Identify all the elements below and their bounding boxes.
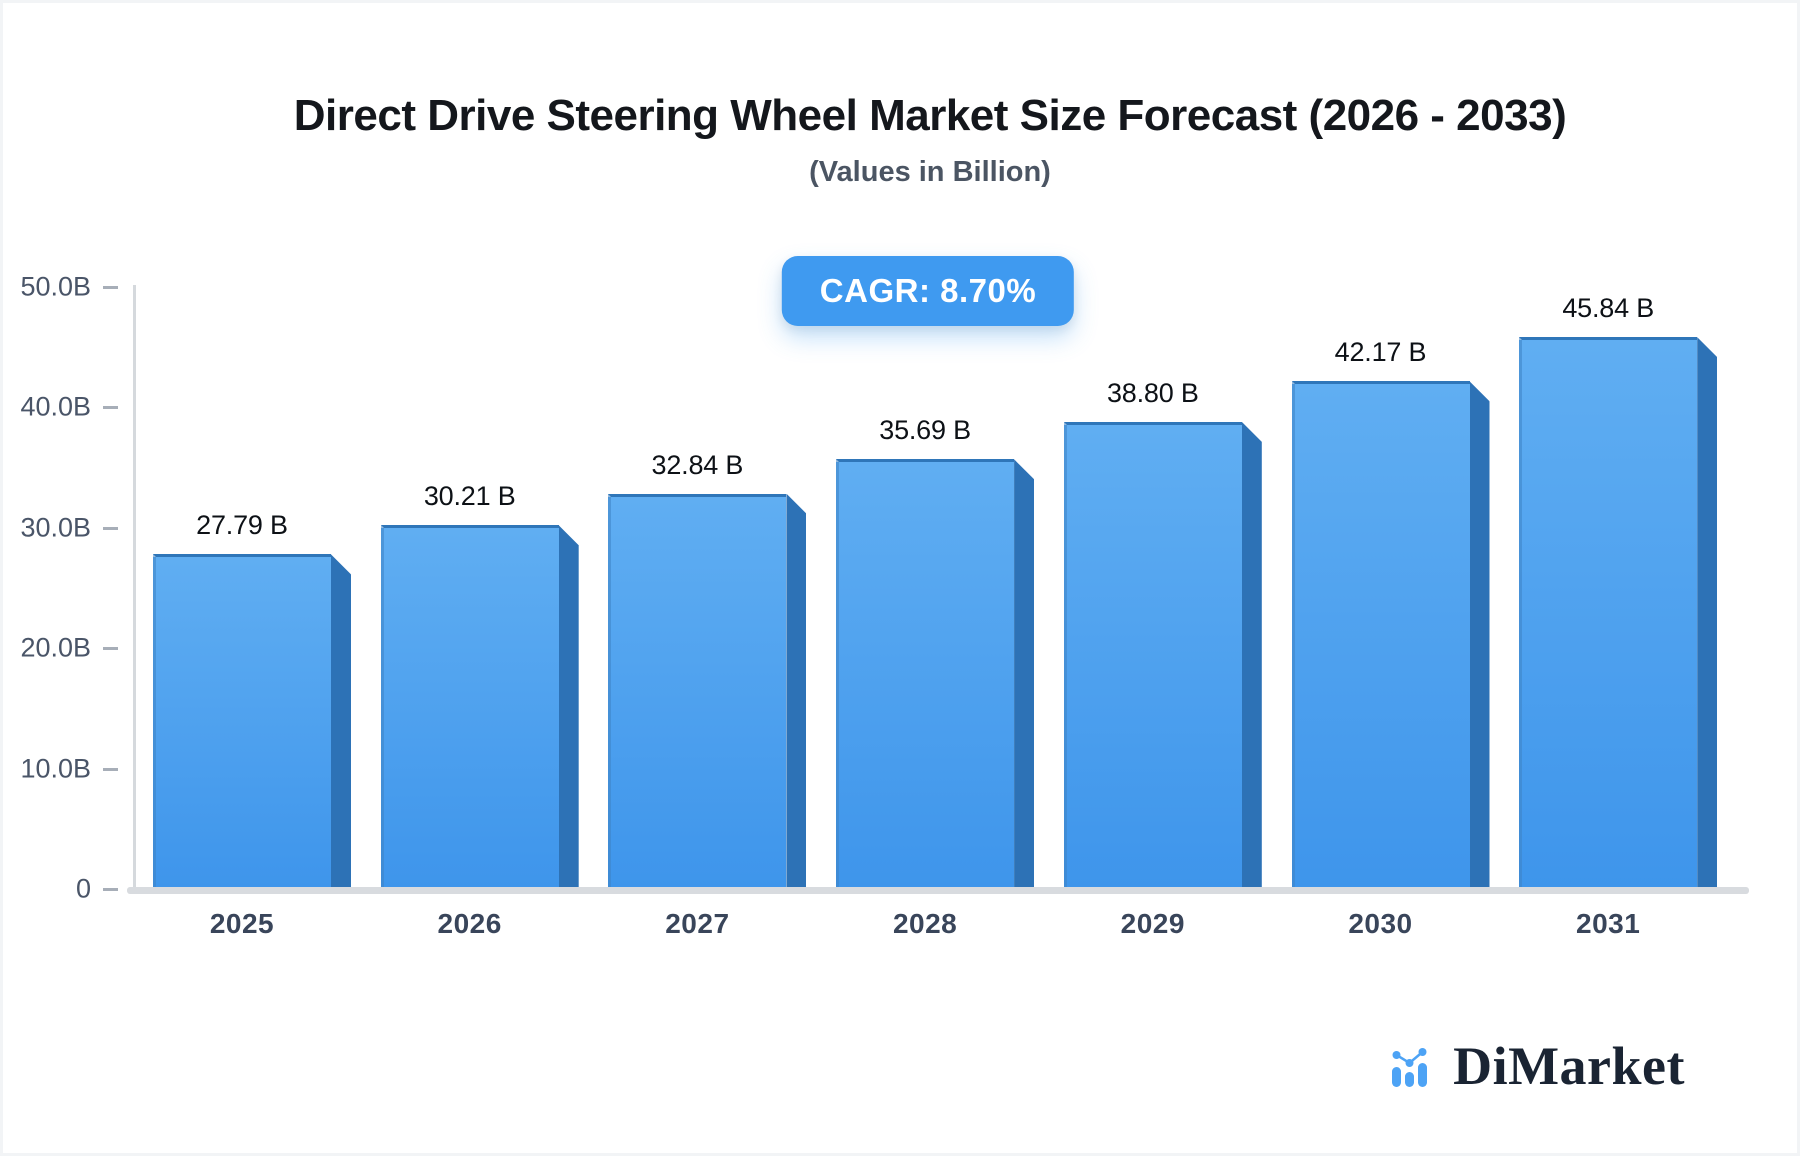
logo-text: DiMarket <box>1453 1036 1685 1096</box>
bar-chart-plot-area: 50.0B 40.0B 30.0B 20.0B 10.0B 0 27.79 B 2025 30.… <box>3 3 1797 1153</box>
x-axis-baseline <box>127 887 1749 894</box>
bar-value-label: 27.79 B <box>196 510 288 541</box>
bar-side-panel <box>1697 337 1718 889</box>
bar-2027[interactable] <box>608 493 787 889</box>
bar-side-panel <box>558 525 579 889</box>
bar-value-label: 30.21 B <box>423 481 516 512</box>
bar-value-label: 38.80 B <box>1106 377 1199 408</box>
bar-side-panel <box>1469 381 1490 889</box>
cagr-badge: CAGR: 8.70% <box>781 256 1075 326</box>
y-axis-tick-mark <box>103 286 118 289</box>
x-axis-label-2025: 2025 <box>209 908 275 939</box>
y-axis-tick-label: 20.0B <box>20 632 91 663</box>
chart-header: Direct Drive Steering Wheel Market Size … <box>135 3 1725 189</box>
bar-2030[interactable] <box>1291 381 1470 889</box>
bar-side-panel <box>1241 421 1262 889</box>
y-axis-tick-mark <box>103 406 118 410</box>
bar-value-label: 42.17 B <box>1334 337 1427 368</box>
y-axis-tick-mark <box>103 647 118 651</box>
y-axis-tick-mark <box>103 526 118 530</box>
bar-2028[interactable] <box>836 459 1015 889</box>
bar-value-label: 32.84 B <box>651 449 744 480</box>
y-axis-tick-label: 30.0B <box>20 512 91 543</box>
bar-2026[interactable] <box>380 525 559 889</box>
x-axis-label-2029: 2029 <box>1120 908 1185 939</box>
y-axis-tick-label: 40.0B <box>20 391 91 422</box>
bar-side-panel <box>786 493 807 889</box>
dimarket-logo: DiMarket <box>1391 1035 1685 1097</box>
y-axis-tick-mark <box>103 888 118 891</box>
bar-side-panel <box>1014 459 1035 889</box>
bar-value-label: 45.84 B <box>1562 293 1655 324</box>
chart-subtitle: (Values in Billion) <box>809 155 1051 188</box>
bar-side-panel <box>331 554 351 889</box>
bar-2031[interactable] <box>1519 337 1698 889</box>
bar-2029[interactable] <box>1063 421 1242 889</box>
chart-title: Direct Drive Steering Wheel Market Size … <box>293 91 1567 140</box>
y-axis-tick-label: 10.0B <box>20 753 91 784</box>
y-axis-tick-mark <box>103 767 118 771</box>
bar-2025[interactable] <box>153 554 331 889</box>
mini-bar-line-chart-icon <box>1392 1048 1428 1087</box>
y-axis-tick-label: 0 <box>75 873 91 904</box>
x-axis-label-2028: 2028 <box>892 908 958 939</box>
x-axis-label-2031: 2031 <box>1576 908 1641 939</box>
x-axis-label-2026: 2026 <box>437 908 502 939</box>
x-axis-label-2027: 2027 <box>665 908 730 939</box>
bar-value-label: 35.69 B <box>879 415 971 446</box>
y-axis-tick-label: 50.0B <box>20 271 91 302</box>
y-axis-line <box>133 285 136 894</box>
x-axis-label-2030: 2030 <box>1348 908 1413 939</box>
